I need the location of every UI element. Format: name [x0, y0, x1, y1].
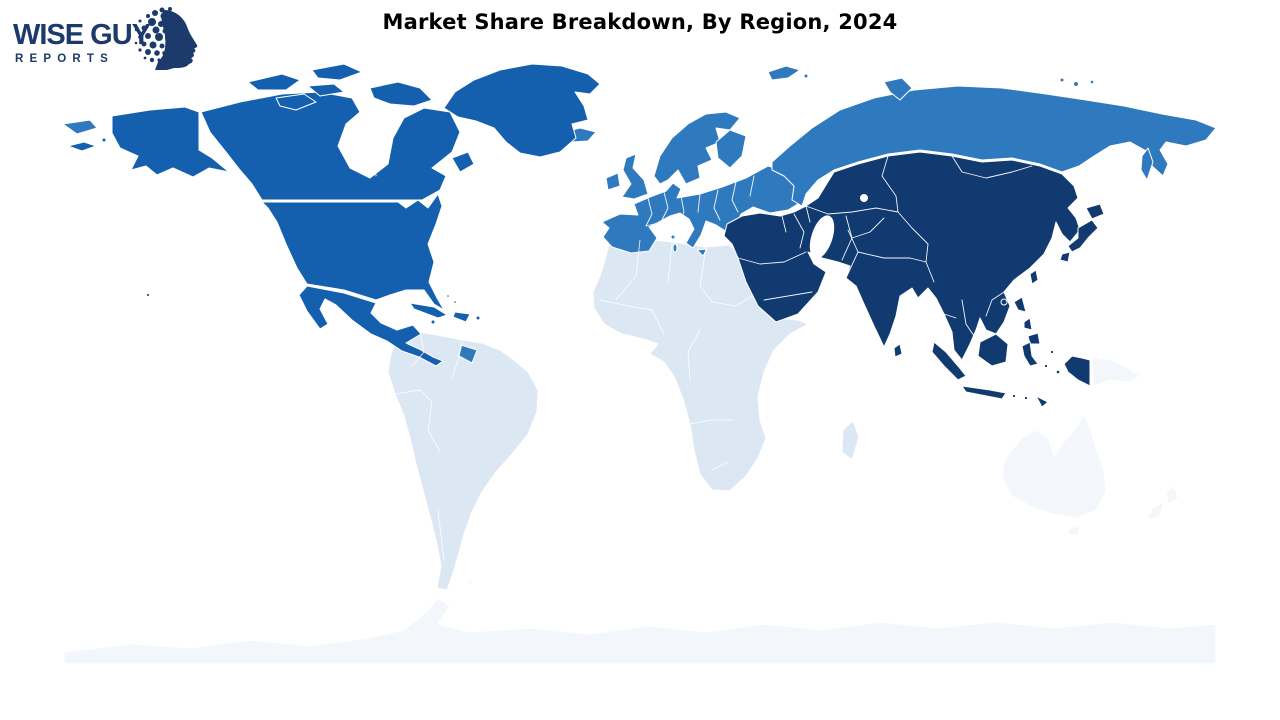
chart-title: Market Share Breakdown, By Region, 2024	[382, 10, 898, 34]
island-baffin	[369, 81, 433, 107]
country-borders-overlay	[372, 117, 1033, 337]
islands-svalbard	[767, 65, 801, 81]
islands-aleutian	[67, 141, 97, 152]
islands-visayas	[1023, 317, 1033, 331]
region-chukotka-antimeridian	[62, 119, 98, 135]
region-africa-south-america	[387, 236, 860, 591]
region-west-papua	[1063, 355, 1091, 387]
island-tasmania	[1067, 525, 1081, 537]
island-mindanao	[1027, 332, 1041, 345]
continent-antarctica	[63, 597, 1217, 665]
island-luzon	[1013, 296, 1027, 313]
island-hispaniola	[452, 311, 471, 323]
country-canada	[200, 91, 461, 201]
country-united-kingdom	[621, 153, 649, 200]
islands-novaya-zemlya	[883, 77, 913, 101]
island-victoria	[275, 93, 317, 111]
islands-lesser-sunda-2	[1023, 395, 1029, 401]
islands-falkland	[467, 579, 473, 585]
islands-new-siberian-1	[1059, 77, 1065, 83]
continent-south-america	[387, 331, 539, 591]
island-madagascar	[841, 420, 860, 461]
islands-bahamas-2	[453, 300, 457, 304]
island-borneo	[977, 333, 1009, 367]
island-puerto-rico	[475, 315, 481, 321]
islands-hawaii	[145, 292, 151, 298]
region-oceania-antarctica	[63, 357, 1217, 665]
island-kyushu	[1059, 251, 1071, 263]
island-newfoundland	[451, 151, 475, 173]
inland-seas	[809, 194, 868, 259]
island-taiwan	[1029, 269, 1039, 285]
islands-canadian-arctic-3	[307, 83, 345, 97]
region-north-america	[67, 63, 601, 367]
country-finland	[715, 129, 747, 169]
island-st-lawrence	[101, 137, 107, 143]
country-united-states	[261, 193, 445, 311]
logo-group: WISE GUY REPORTS	[13, 7, 198, 70]
country-new-zealand-south	[1147, 501, 1165, 521]
island-hainan	[1000, 298, 1008, 306]
island-sumatra	[931, 341, 967, 381]
island-java	[961, 385, 1007, 400]
islands-moluccas-3	[1055, 369, 1061, 375]
island-timor	[1035, 395, 1049, 408]
logo-head-profile-icon	[155, 10, 198, 70]
sea-aral	[860, 194, 868, 202]
country-jamaica	[430, 319, 436, 325]
islands-svalbard-east	[803, 73, 809, 79]
territory-greenland	[443, 63, 601, 158]
islands-canadian-arctic-2	[311, 63, 363, 81]
region-asia-pacific	[723, 151, 1105, 408]
islands-new-siberian-3	[1089, 79, 1095, 85]
island-sulawesi	[1021, 341, 1039, 367]
state-alaska	[111, 106, 230, 178]
islands-bahamas-1	[446, 294, 450, 298]
country-borders-overlay-light	[394, 239, 753, 561]
islands-canadian-arctic-1	[247, 73, 301, 91]
islands-moluccas-1	[1043, 363, 1049, 369]
country-new-zealand-north	[1165, 485, 1179, 505]
logo-dot-cloud	[134, 7, 176, 63]
country-papua-new-guinea	[1091, 357, 1141, 387]
islands-lesser-sunda-1	[1011, 393, 1017, 399]
islands-moluccas-2	[1049, 349, 1055, 355]
country-cuba	[409, 302, 448, 319]
sea-caspian	[809, 215, 835, 259]
islands-new-siberian-2	[1073, 81, 1079, 87]
island-hokkaido	[1085, 203, 1105, 220]
wise-guy-reports-logo: WISE GUY REPORTS	[13, 7, 198, 70]
country-sri-lanka	[893, 343, 903, 358]
island-corsica	[670, 234, 676, 240]
island-sakhalin	[1140, 147, 1154, 181]
island-sardinia	[672, 243, 678, 253]
country-australia	[1001, 413, 1107, 519]
country-mexico-central-america	[298, 285, 444, 367]
country-ireland	[605, 172, 621, 191]
logo-text-wise-guy: WISE GUY	[13, 19, 151, 51]
logo-text-reports: REPORTS	[15, 53, 114, 65]
island-honshu	[1067, 219, 1099, 253]
